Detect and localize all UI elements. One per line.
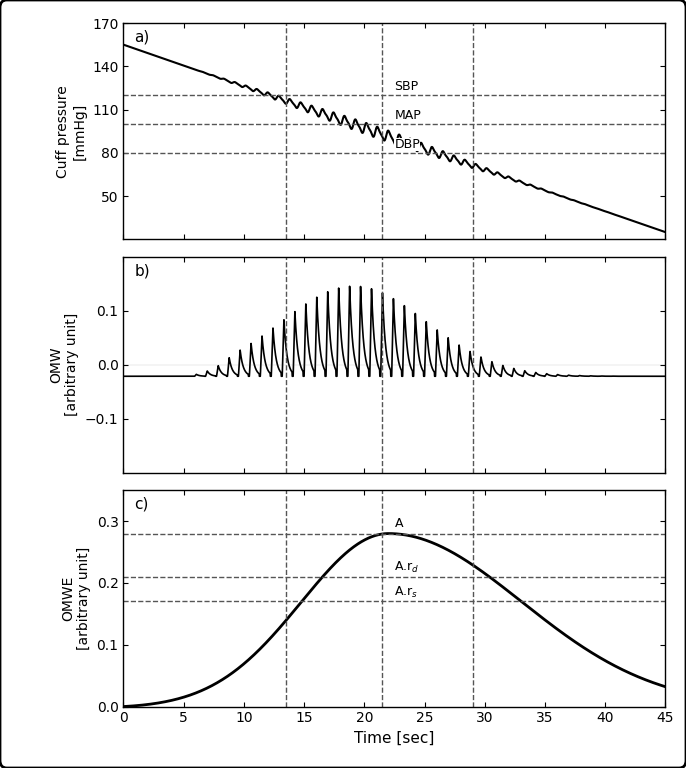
Text: A.r$_d$: A.r$_d$ xyxy=(394,560,420,575)
Y-axis label: OMWE
[arbitrary unit]: OMWE [arbitrary unit] xyxy=(61,547,91,650)
Text: b): b) xyxy=(134,263,150,278)
Text: a): a) xyxy=(134,29,150,45)
Text: A: A xyxy=(394,518,403,531)
Y-axis label: Cuff pressure
[mmHg]: Cuff pressure [mmHg] xyxy=(56,84,86,177)
Text: DBP: DBP xyxy=(394,137,421,151)
Text: SBP: SBP xyxy=(394,80,418,93)
Y-axis label: OMW
[arbitrary unit]: OMW [arbitrary unit] xyxy=(49,313,80,416)
Text: MAP: MAP xyxy=(394,109,421,122)
Text: A.r$_s$: A.r$_s$ xyxy=(394,584,418,600)
X-axis label: Time [sec]: Time [sec] xyxy=(354,731,435,746)
Text: c): c) xyxy=(134,497,149,511)
